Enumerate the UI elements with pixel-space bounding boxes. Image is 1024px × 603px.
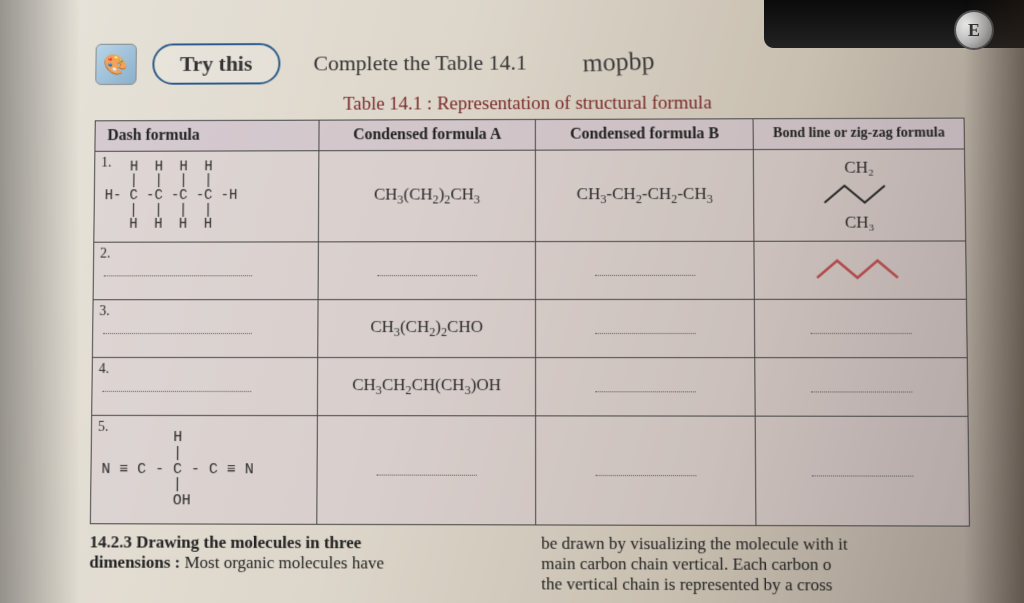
cell-dash-4: 4.	[92, 357, 318, 415]
table-row: 5. H | N ≡ C - C - C ≡ N | OH	[90, 415, 969, 526]
col-cond-a: Condensed formula A	[319, 119, 536, 150]
blank-field[interactable]	[102, 381, 251, 391]
section-title-text: Drawing the molecules in three	[136, 532, 361, 552]
row-number: 1.	[101, 156, 112, 172]
dash-formula: H H H H | | | | H- C -C -C -C -H | | | |…	[104, 160, 237, 233]
page-content: 🎨 Try this Complete the Table 14.1 mopbp…	[0, 0, 1024, 596]
row-number: 3.	[99, 304, 110, 320]
formula-table: Dash formula Condensed formula A Condens…	[90, 118, 970, 527]
cell-conda-1: CH3(CH2)2CH3	[318, 150, 535, 242]
cell-condb-5[interactable]	[536, 416, 757, 526]
body-paragraphs: 14.2.3 Drawing the molecules in three di…	[89, 524, 971, 596]
row-number: 5.	[98, 420, 109, 436]
instruction-text: Complete the Table 14.1	[313, 50, 527, 76]
blank-field[interactable]	[811, 382, 912, 392]
cell-conda-3: CH3(CH2)2CHO	[318, 299, 536, 357]
cell-conda-2[interactable]	[318, 242, 536, 300]
blank-field[interactable]	[103, 324, 252, 334]
row-number: 4.	[99, 362, 110, 378]
formula-text: CH3-CH2-CH2-CH3	[577, 184, 713, 203]
cell-bond-3[interactable]	[755, 299, 967, 357]
blank-field[interactable]	[811, 466, 913, 476]
table-row: 1. H H H H | | | | H- C -C -C -C -H | | …	[94, 149, 966, 242]
body-left-column: 14.2.3 Drawing the molecules in three di…	[89, 532, 513, 594]
blank-field[interactable]	[810, 323, 911, 333]
formula-text: CH3(CH2)2CHO	[370, 317, 483, 336]
blank-field[interactable]	[377, 266, 477, 276]
formula-text: CH3(CH2)2CH3	[374, 184, 480, 203]
cell-bond-1: CH₂ CH₃	[754, 149, 966, 241]
dash-formula: H | N ≡ C - C - C ≡ N | OH	[101, 430, 254, 509]
cell-condb-1: CH3-CH2-CH2-CH3	[536, 150, 755, 242]
table-row: 2.	[93, 241, 966, 300]
cell-dash-1: 1. H H H H | | | | H- C -C -C -C -H | | …	[94, 151, 319, 242]
handwritten-ch3: CH₃	[763, 212, 957, 232]
table-row: 4. CH3CH2CH(CH3)OH	[92, 357, 968, 416]
handwritten-ch2: CH₂	[762, 157, 956, 177]
activity-icon: 🎨	[95, 44, 137, 85]
cell-conda-4: CH3CH2CH(CH3)OH	[317, 358, 535, 416]
blank-field[interactable]	[376, 465, 476, 475]
cell-dash-2: 2.	[93, 242, 318, 300]
cell-conda-5[interactable]	[317, 416, 536, 525]
table-header-row: Dash formula Condensed formula A Condens…	[95, 118, 965, 151]
try-this-pill: Try this	[152, 43, 280, 85]
body-text-line: the vertical chain is represented by a c…	[541, 574, 832, 594]
col-bond: Bond line or zig-zag formula	[754, 118, 965, 149]
cell-condb-3[interactable]	[536, 299, 755, 357]
section-number: 14.2.3	[90, 532, 133, 551]
section-subtitle: dimensions :	[89, 552, 180, 571]
col-dash: Dash formula	[95, 120, 319, 151]
cell-bond-4[interactable]	[755, 358, 968, 417]
blank-field[interactable]	[595, 265, 695, 275]
body-text-line: be drawn by visualizing the molecule wit…	[541, 534, 847, 554]
table-row: 3. CH3(CH2)2CHO	[92, 299, 967, 357]
body-text-line: Most organic molecules have	[184, 553, 384, 573]
cell-condb-4[interactable]	[536, 358, 756, 417]
zigzag-icon	[812, 253, 908, 283]
row-number: 2.	[100, 247, 111, 263]
blank-field[interactable]	[595, 323, 696, 333]
cell-dash-5: 5. H | N ≡ C - C - C ≡ N | OH	[90, 415, 317, 524]
formula-text: CH3CH2CH(CH3)OH	[352, 375, 501, 394]
blank-field[interactable]	[595, 465, 696, 475]
cell-bond-2	[754, 241, 966, 299]
try-this-header: 🎨 Try this Complete the Table 14.1 mopbp	[95, 40, 964, 85]
cell-dash-3: 3.	[92, 300, 318, 358]
blank-field[interactable]	[104, 266, 253, 276]
cell-condb-2[interactable]	[536, 241, 755, 299]
handwritten-annotation: mopbp	[582, 46, 655, 78]
blank-field[interactable]	[595, 382, 696, 392]
body-text-line: main carbon chain vertical. Each carbon …	[541, 554, 831, 574]
zigzag-icon	[819, 178, 900, 208]
table-title: Table 14.1 : Representation of structura…	[95, 92, 965, 117]
body-right-column: be drawn by visualizing the molecule wit…	[541, 534, 971, 597]
cell-bond-5[interactable]	[756, 416, 970, 526]
col-cond-b: Condensed formula B	[536, 119, 754, 150]
